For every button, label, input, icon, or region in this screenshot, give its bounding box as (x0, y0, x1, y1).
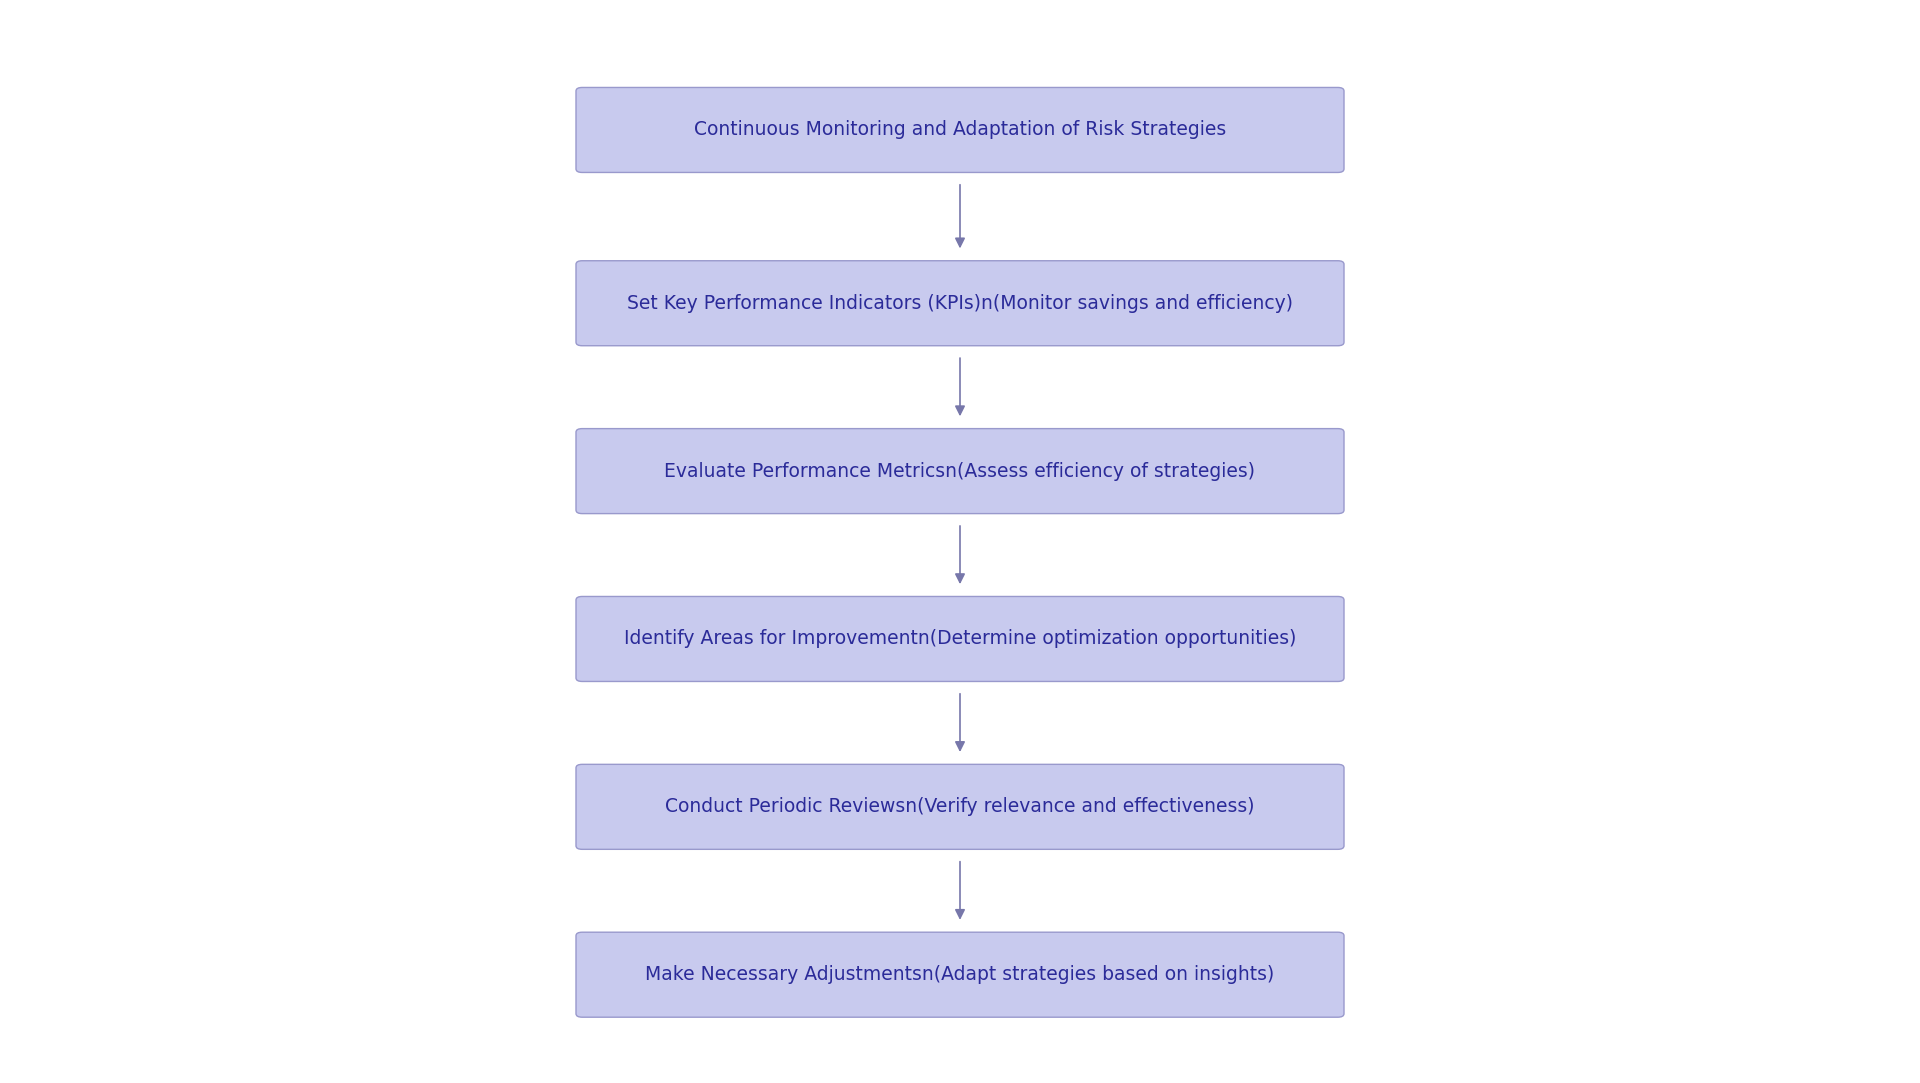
FancyBboxPatch shape (576, 932, 1344, 1017)
Text: Continuous Monitoring and Adaptation of Risk Strategies: Continuous Monitoring and Adaptation of … (693, 120, 1227, 140)
Text: Evaluate Performance Metricsn(Assess efficiency of strategies): Evaluate Performance Metricsn(Assess eff… (664, 461, 1256, 481)
FancyBboxPatch shape (576, 429, 1344, 513)
FancyBboxPatch shape (576, 597, 1344, 681)
Text: Set Key Performance Indicators (KPIs)n(Monitor savings and efficiency): Set Key Performance Indicators (KPIs)n(M… (628, 293, 1292, 313)
Text: Identify Areas for Improvementn(Determine optimization opportunities): Identify Areas for Improvementn(Determin… (624, 629, 1296, 649)
Text: Conduct Periodic Reviewsn(Verify relevance and effectiveness): Conduct Periodic Reviewsn(Verify relevan… (664, 797, 1256, 817)
FancyBboxPatch shape (576, 261, 1344, 345)
FancyBboxPatch shape (576, 88, 1344, 172)
Text: Make Necessary Adjustmentsn(Adapt strategies based on insights): Make Necessary Adjustmentsn(Adapt strate… (645, 965, 1275, 984)
FancyBboxPatch shape (576, 765, 1344, 849)
